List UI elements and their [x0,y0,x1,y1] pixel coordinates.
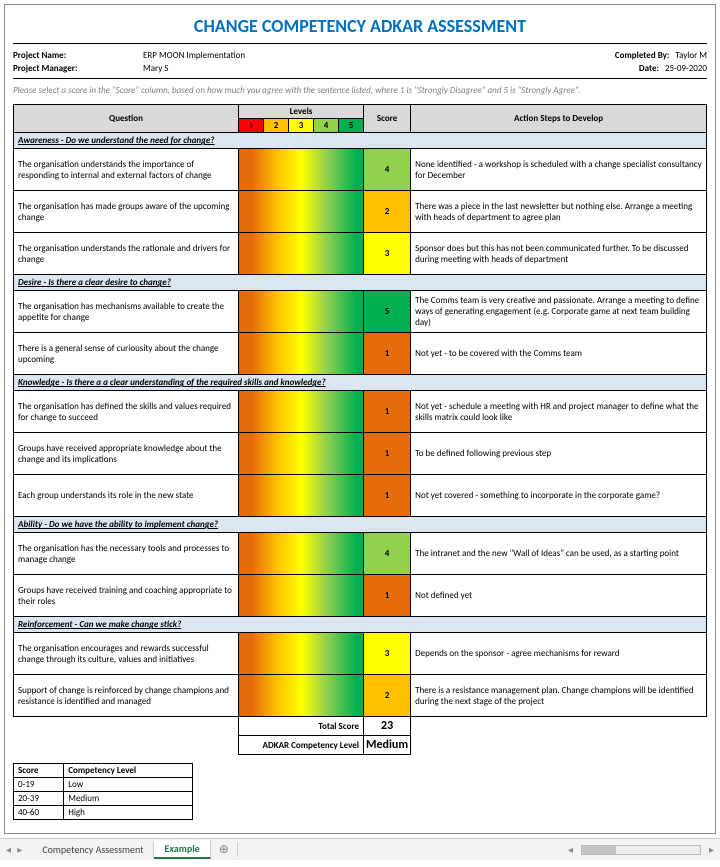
score-cell[interactable]: 5 [364,291,411,333]
level-gradient [239,333,364,375]
legend-h2: Competency Level [64,764,193,778]
question-cell: The organisation understands the rationa… [14,233,239,275]
tab-nav-arrows[interactable]: ◂ ▸ [6,843,24,856]
legend-table: Score Competency Level 0-19Low 20-39Medi… [13,763,193,820]
level-gradient [239,149,364,191]
level-gradient [239,533,364,575]
date-value: 25-09-2020 [665,63,707,74]
question-cell: Support of change is reinforced by chang… [14,675,239,717]
legend-h1: Score [14,764,64,778]
completed-by-value: Taylor M [675,50,707,61]
competency-level-value: Medium [364,736,411,755]
question-cell: There is a general sense of curiousity a… [14,333,239,375]
page-title: CHANGE COMPETENCY ADKAR ASSESSMENT [13,11,707,44]
document-page: CHANGE COMPETENCY ADKAR ASSESSMENT Proje… [4,4,716,834]
score-cell[interactable]: 3 [364,233,411,275]
score-cell[interactable]: 3 [364,633,411,675]
level-gradient [239,633,364,675]
tab-competency-assessment[interactable]: Competency Assessment [32,841,154,858]
th-levels: Levels [239,105,364,119]
score-cell[interactable]: 1 [364,575,411,617]
level-gradient [239,233,364,275]
th-actions: Action Steps to Develop [411,105,707,133]
action-cell: Sponsor does but this has not been commu… [411,233,707,275]
action-cell: Not yet - schedule a meeting with HR and… [411,391,707,433]
date-label: Date: [639,63,659,74]
question-cell: The organisation has the necessary tools… [14,533,239,575]
score-cell[interactable]: 4 [364,533,411,575]
level-1: 1 [239,119,264,133]
question-cell: The organisation has defined the skills … [14,391,239,433]
question-cell: The organisation has mechanisms availabl… [14,291,239,333]
action-cell: Depends on the sponsor - agree mechanism… [411,633,707,675]
legend-range: 20-39 [14,792,64,806]
competency-level-label: ADKAR Competency Level [239,736,364,755]
legend-range: 40-60 [14,806,64,820]
legend-level: High [64,806,193,820]
legend-level: Medium [64,792,193,806]
horizontal-scrollbar[interactable] [581,845,701,855]
score-cell[interactable]: 1 [364,333,411,375]
completed-by-label: Completed By: [615,50,670,61]
question-cell: Groups have received training and coachi… [14,575,239,617]
th-score: Score [364,105,411,133]
level-gradient [239,475,364,517]
score-cell[interactable]: 2 [364,191,411,233]
section-header: Awareness - Do we understand the need fo… [14,133,707,149]
total-score-label: Total Score [239,717,364,736]
legend-range: 0-19 [14,778,64,792]
level-gradient [239,433,364,475]
score-cell[interactable]: 1 [364,433,411,475]
project-name-label: Project Name: [13,50,143,61]
score-cell[interactable]: 4 [364,149,411,191]
scroll-left-icon[interactable]: ◂ [568,843,573,856]
level-gradient [239,575,364,617]
level-2: 2 [264,119,289,133]
sheet-tabs: ◂ ▸ Competency Assessment Example ⊕ ◂ ▸ [0,838,720,860]
assessment-table: Question Levels Score Action Steps to De… [13,104,707,755]
section-header: Ability - Do we have the ability to impl… [14,517,707,533]
total-score-value: 23 [364,717,411,736]
action-cell: The Comms team is very creative and pass… [411,291,707,333]
question-cell: The organisation understands the importa… [14,149,239,191]
action-cell: There was a piece in the last newsletter… [411,191,707,233]
question-cell: Groups have received appropriate knowled… [14,433,239,475]
level-4: 4 [314,119,339,133]
level-5: 5 [339,119,364,133]
section-header: Reinforcement - Can we make change stick… [14,617,707,633]
score-cell[interactable]: 1 [364,391,411,433]
meta-block: Project Name: ERP MOON Implementation Pr… [13,44,707,79]
question-cell: The organisation encourages and rewards … [14,633,239,675]
action-cell: The intranet and the new "Wall of Ideas"… [411,533,707,575]
action-cell: To be defined following previous step [411,433,707,475]
action-cell: There is a resistance management plan. C… [411,675,707,717]
tab-example[interactable]: Example [154,840,210,859]
level-gradient [239,391,364,433]
tab-add[interactable]: ⊕ [211,842,238,857]
score-cell[interactable]: 2 [364,675,411,717]
legend-level: Low [64,778,193,792]
instruction-text: Please select a score in the "Score" col… [13,79,707,104]
level-gradient [239,675,364,717]
level-3: 3 [289,119,314,133]
project-name-value: ERP MOON Implementation [143,50,245,61]
th-question: Question [14,105,239,133]
score-cell[interactable]: 1 [364,475,411,517]
level-gradient [239,291,364,333]
action-cell: Not defined yet [411,575,707,617]
action-cell: Not yet - to be covered with the Comms t… [411,333,707,375]
action-cell: None identified - a workshop is schedule… [411,149,707,191]
section-header: Desire - Is there a clear desire to chan… [14,275,707,291]
project-manager-label: Project Manager: [13,63,143,74]
action-cell: Not yet covered - something to incorpora… [411,475,707,517]
question-cell: The organisation has made groups aware o… [14,191,239,233]
project-manager-value: Mary S [143,63,168,74]
section-header: Knowledge - Is there a a clear understan… [14,375,707,391]
question-cell: Each group understands its role in the n… [14,475,239,517]
scroll-right-icon[interactable]: ▸ [709,843,714,856]
level-gradient [239,191,364,233]
